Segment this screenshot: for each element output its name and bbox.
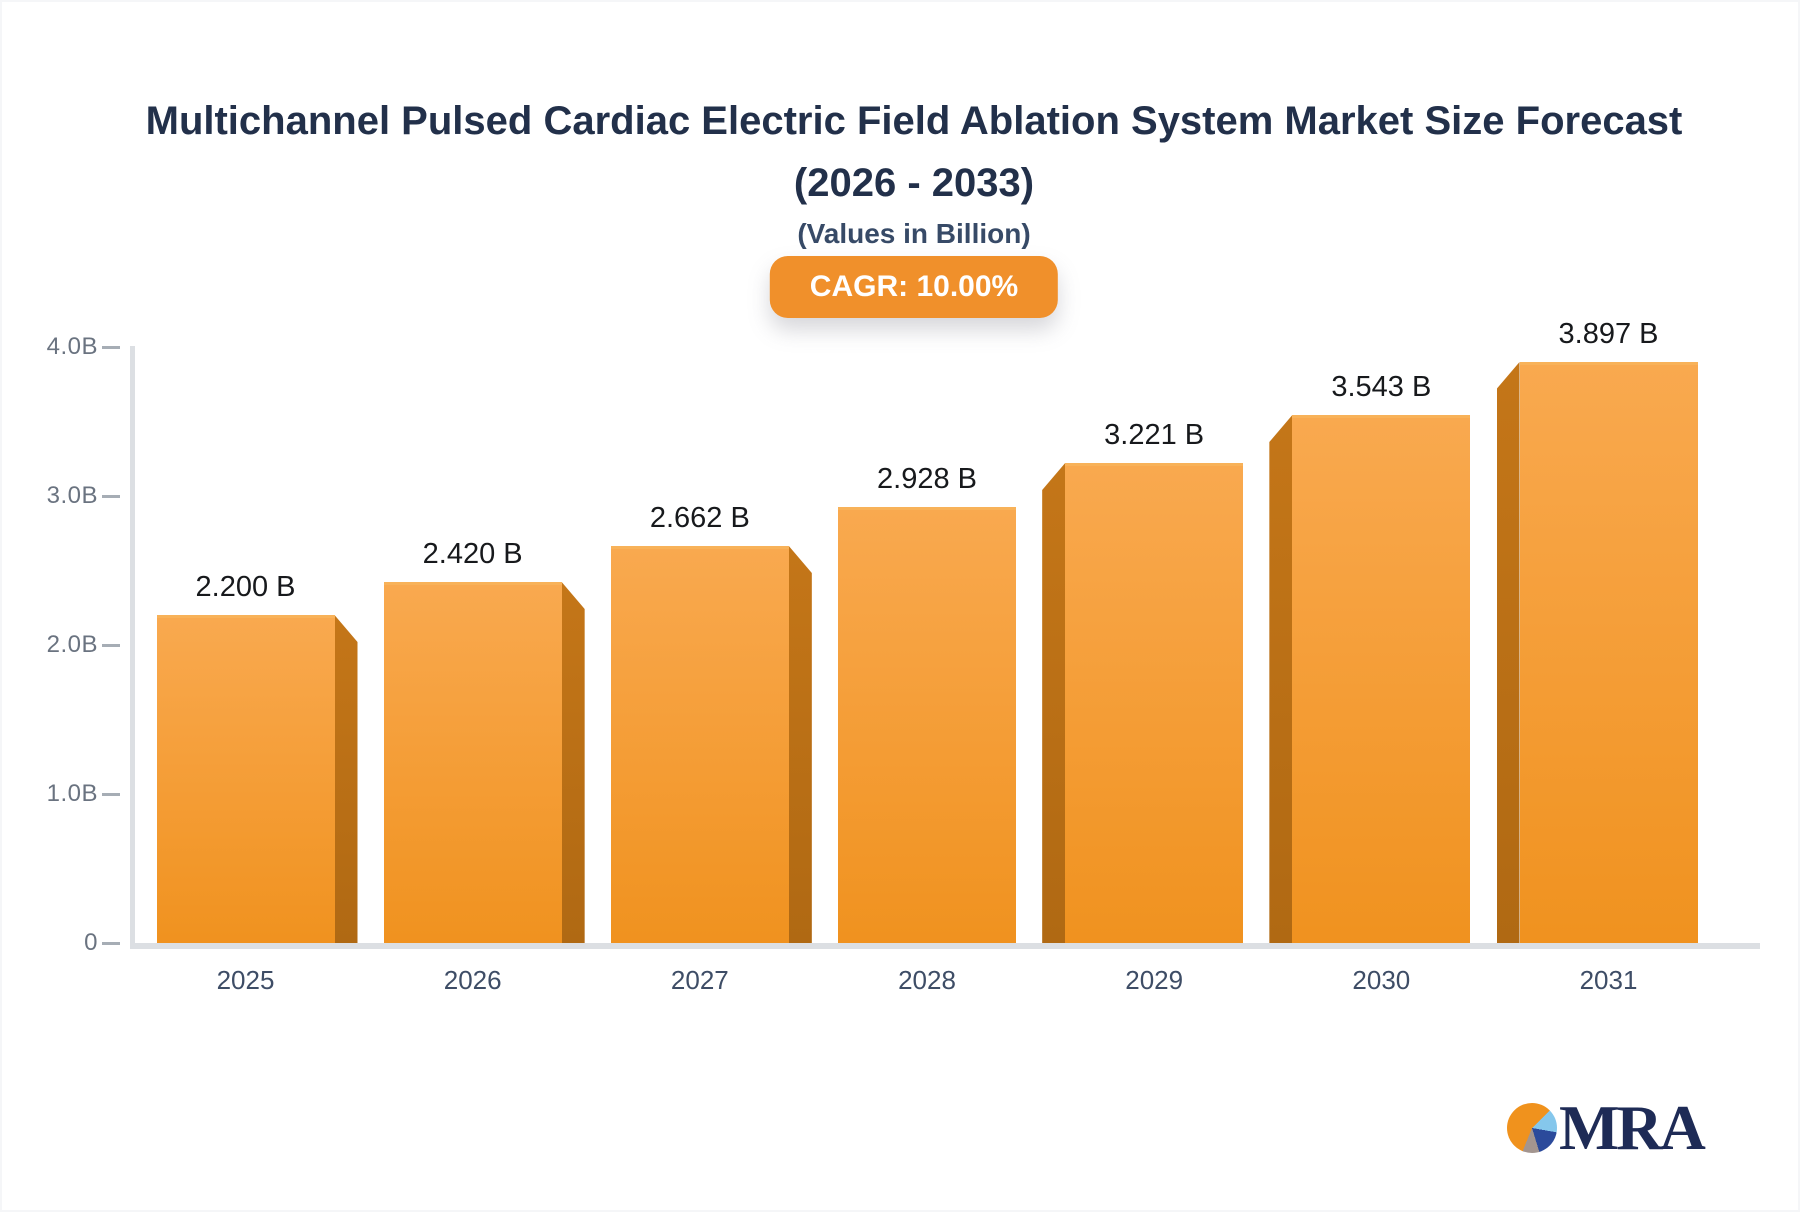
y-axis-line (130, 346, 135, 949)
bar-3d-side (1269, 415, 1293, 943)
bar-3d-side (334, 615, 358, 943)
bar-2031 (1519, 362, 1698, 943)
cagr-badge: CAGR: 10.00% (769, 256, 1059, 318)
bar-2025 (156, 615, 335, 943)
bar-value-label: 2.200 B (195, 571, 296, 603)
x-axis-category-label: 2030 (1352, 965, 1411, 995)
bar-3d-side (1496, 362, 1520, 943)
chart-subtitle: (Values in Billion) (797, 218, 1031, 249)
x-axis-category-label: 2028 (898, 965, 956, 995)
y-axis-tick-label: 1.0B (46, 780, 98, 807)
y-axis-tick-mark (102, 942, 120, 945)
logo-text: MRA (1559, 1092, 1706, 1163)
bar-value-label: 3.543 B (1331, 371, 1432, 403)
bar-3d-side (561, 582, 585, 943)
y-axis-tick-mark (102, 793, 120, 796)
y-axis-tick-label: 3.0B (46, 482, 98, 509)
y-axis-tick-label: 4.0B (46, 333, 98, 360)
y-axis-tick-mark (102, 644, 120, 647)
bar-2029 (1065, 463, 1244, 943)
y-axis-tick-mark (102, 495, 120, 498)
x-axis-category-label: 2025 (216, 965, 275, 995)
bar-2028 (838, 507, 1016, 943)
x-axis-category-label: 2027 (670, 965, 729, 995)
bar-3d-side (1042, 463, 1066, 943)
bar-value-label: 3.221 B (1104, 419, 1205, 451)
chart-title: Multichannel Pulsed Cardiac Electric Fie… (146, 90, 1683, 214)
y-axis-tick-label: 2.0B (46, 631, 98, 658)
bar-2030 (1292, 415, 1471, 943)
bar-value-label: 2.928 B (877, 463, 977, 495)
bar-value-label: 3.897 B (1558, 318, 1659, 350)
bar-value-label: 2.662 B (649, 502, 750, 534)
x-axis-category-label: 2031 (1579, 965, 1638, 995)
bar-2027 (610, 546, 789, 943)
bar-2026 (383, 582, 562, 943)
brand-logo: MRA (1507, 1092, 1706, 1163)
chart-title-line1: Multichannel Pulsed Cardiac Electric Fie… (145, 99, 1683, 143)
logo-pie-icon (1507, 1103, 1557, 1153)
y-axis-tick-mark (102, 346, 120, 349)
y-axis-tick-label: 0 (84, 929, 98, 956)
x-axis-category-label: 2026 (443, 965, 502, 995)
bar-3d-side (788, 546, 812, 943)
x-axis-category-label: 2029 (1125, 965, 1184, 995)
x-axis-line (130, 943, 1760, 949)
bar-value-label: 2.420 B (422, 538, 523, 570)
chart-title-line2: (2026 - 2033) (793, 161, 1035, 205)
